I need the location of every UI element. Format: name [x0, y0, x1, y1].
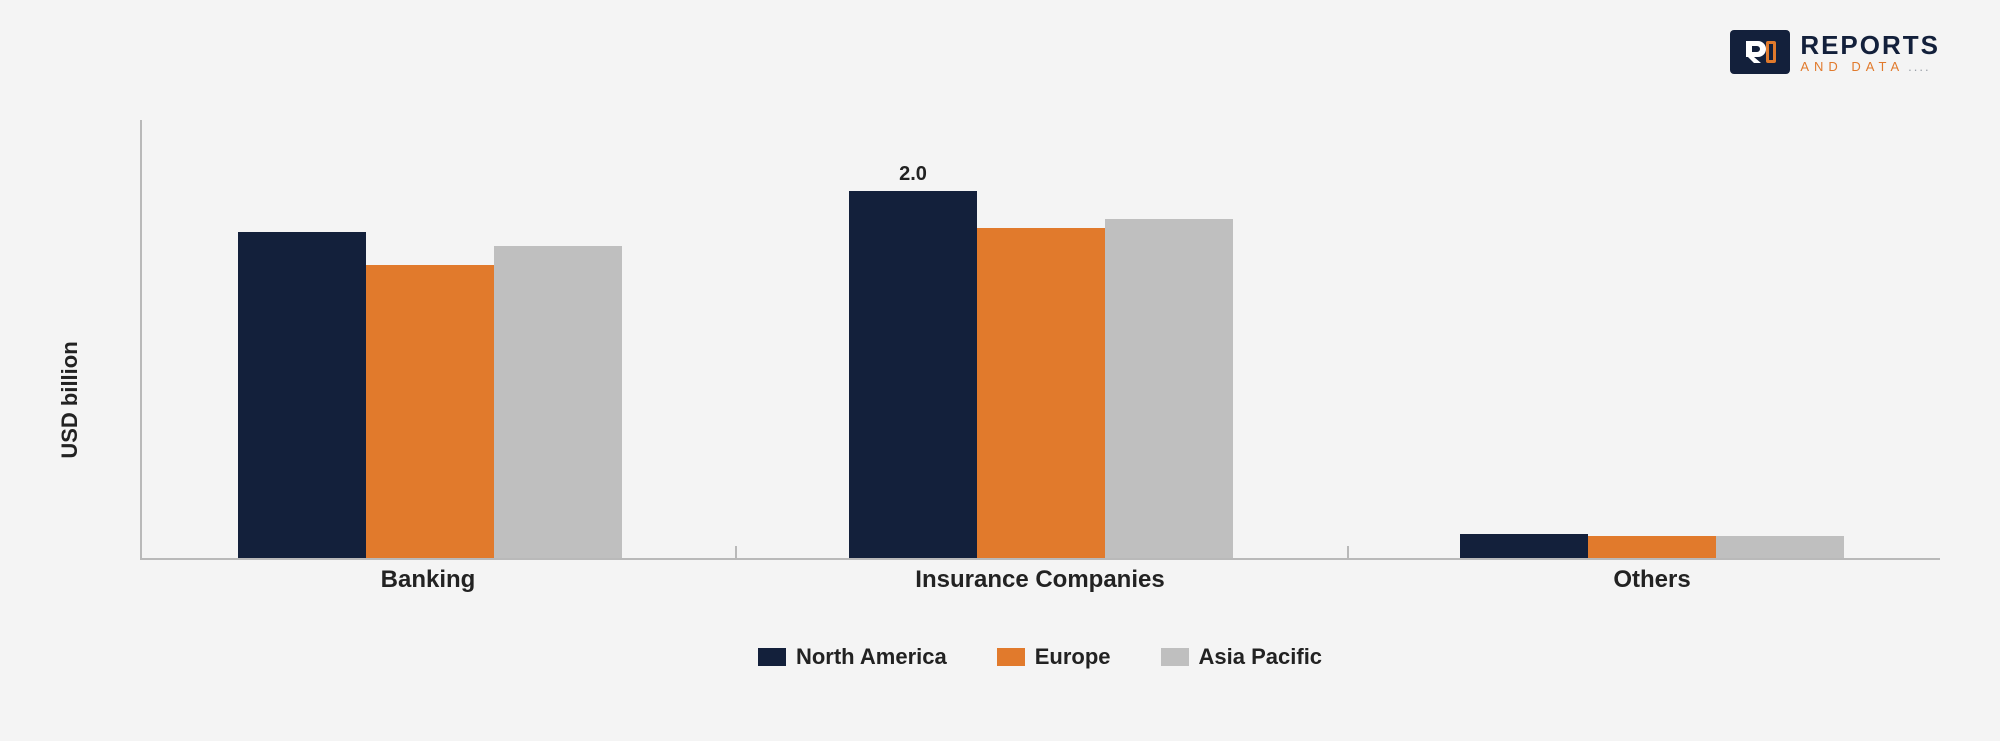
legend-item: North America — [758, 644, 947, 670]
bar — [977, 228, 1105, 558]
legend-swatch — [1161, 648, 1189, 666]
logo-subtext: AND DATA — [1800, 59, 1904, 74]
bar — [1716, 536, 1844, 558]
bar — [1105, 219, 1233, 558]
logo-line1: REPORTS — [1800, 32, 1940, 58]
legend-label: Europe — [1035, 644, 1111, 670]
legend-swatch — [758, 648, 786, 666]
chart-container: USD billion 2.0 BankingInsurance Compani… — [80, 120, 1940, 680]
logo-text: REPORTS AND DATA.... — [1800, 32, 1940, 73]
category-divider — [1347, 546, 1349, 560]
logo-line2: AND DATA.... — [1800, 60, 1940, 73]
x-axis-category-label: Others — [1613, 566, 1690, 594]
legend-swatch — [997, 648, 1025, 666]
bar — [1588, 536, 1716, 558]
x-axis-category-label: Insurance Companies — [915, 566, 1164, 594]
legend-label: Asia Pacific — [1199, 644, 1323, 670]
x-axis-labels: Banking Insurance Companies Others — [140, 566, 1940, 606]
bar — [494, 246, 622, 558]
bar-value-label: 2.0 — [899, 163, 927, 186]
logo-mark-icon — [1730, 30, 1790, 74]
category-divider — [735, 546, 737, 560]
bar-group — [1460, 534, 1844, 558]
logo-dots: .... — [1908, 59, 1930, 74]
legend-item: Europe — [997, 644, 1111, 670]
legend-label: North America — [796, 644, 947, 670]
x-axis-category-label: Banking — [381, 566, 476, 594]
bar — [366, 265, 494, 558]
legend: North America Europe Asia Pacific — [140, 644, 1940, 670]
y-axis-label: USD billion — [57, 341, 83, 458]
plot-area: 2.0 — [140, 120, 1940, 560]
legend-item: Asia Pacific — [1161, 644, 1323, 670]
brand-logo: REPORTS AND DATA.... — [1730, 30, 1940, 74]
bar — [238, 232, 366, 558]
bar-group: 2.0 — [849, 191, 1233, 558]
bar — [1460, 534, 1588, 558]
bar-group — [238, 232, 622, 558]
bar: 2.0 — [849, 191, 977, 558]
